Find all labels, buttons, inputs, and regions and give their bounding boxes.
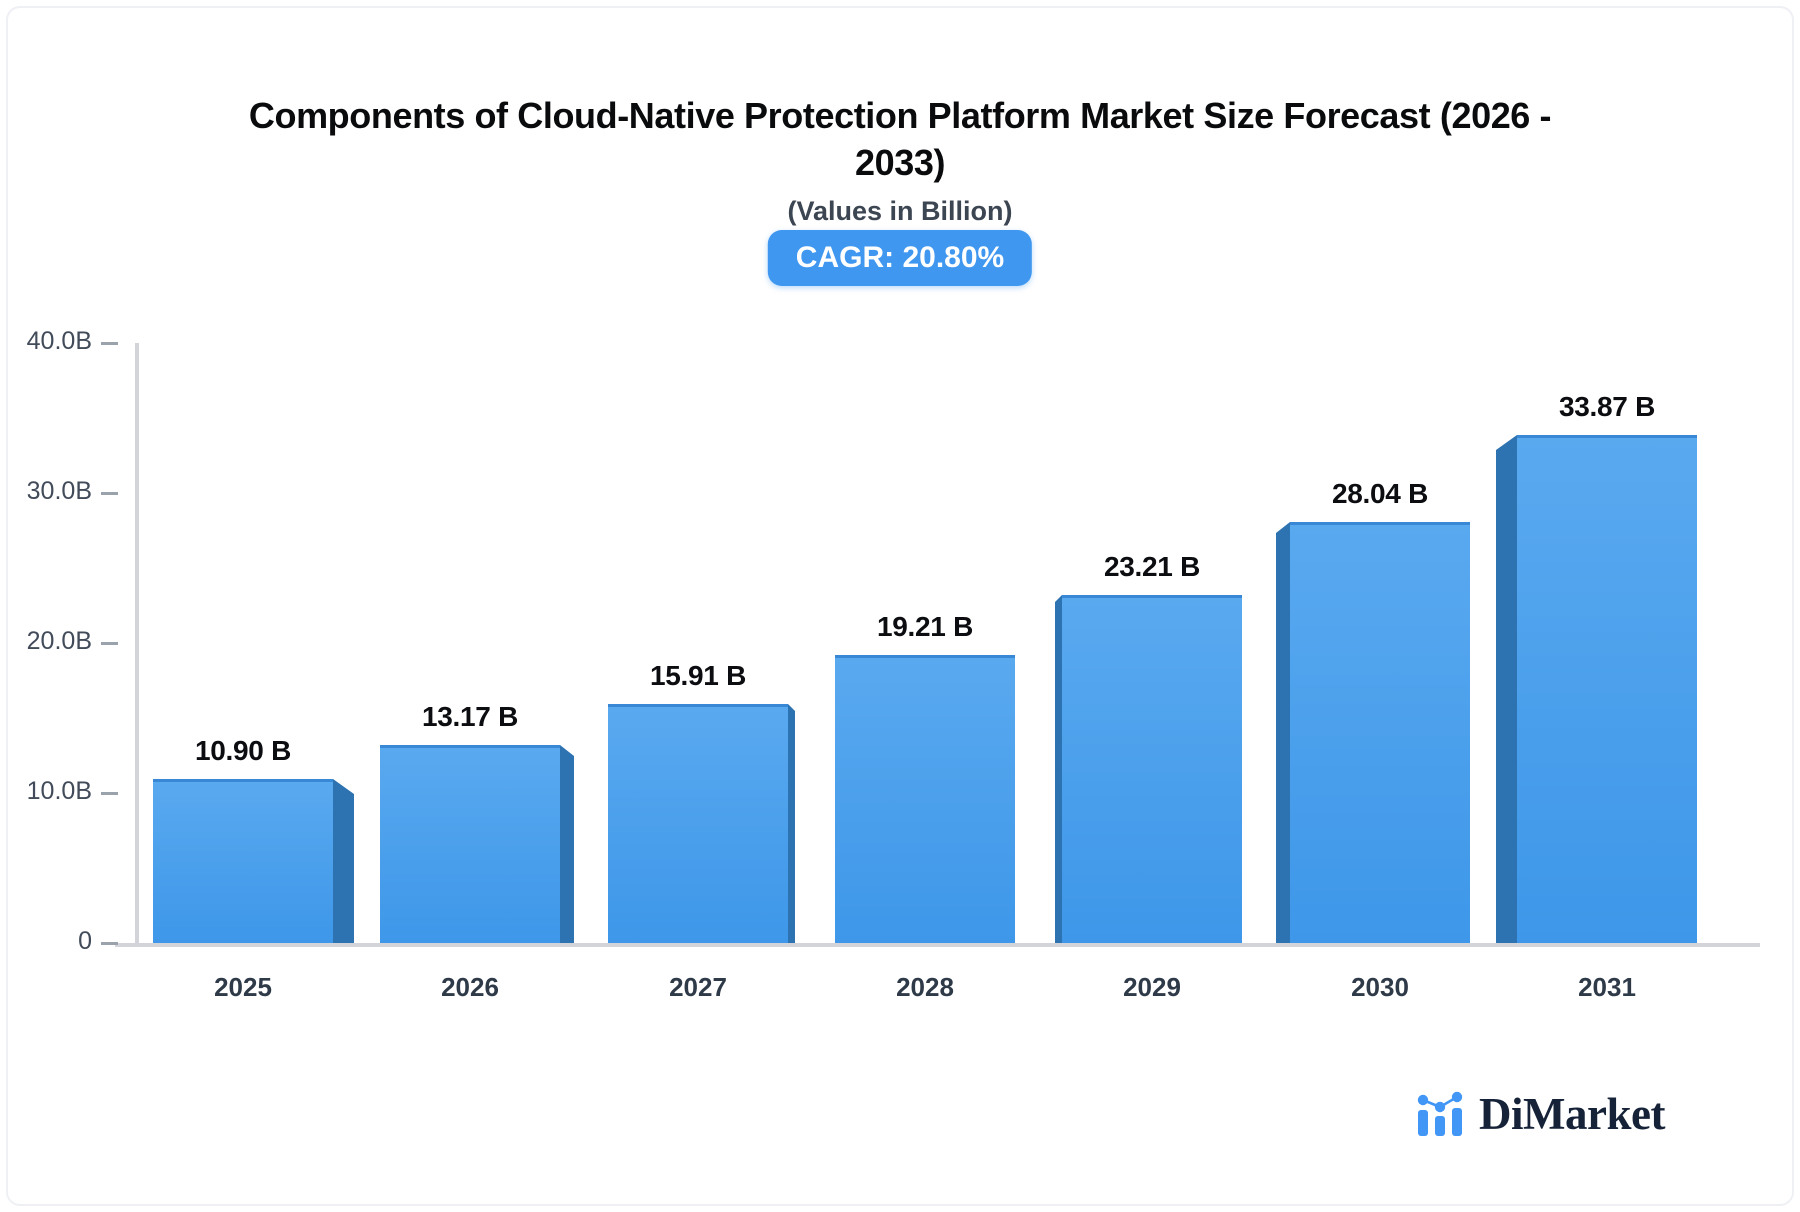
x-axis-label: 2026 bbox=[441, 972, 499, 1002]
bar[interactable] bbox=[1062, 595, 1242, 943]
x-axis-label: 2027 bbox=[669, 972, 727, 1002]
dimarket-logo: DiMarket bbox=[1416, 1088, 1665, 1140]
bar[interactable] bbox=[1290, 522, 1470, 943]
x-axis-line bbox=[115, 943, 1760, 947]
bar-value-label: 33.87 B bbox=[1559, 391, 1655, 422]
chart-title-line-1: Components of Cloud-Native Protection Pl… bbox=[248, 95, 1552, 136]
bar-side-3d bbox=[560, 745, 574, 943]
y-axis-tick-mark bbox=[101, 492, 118, 495]
x-axis-label: 2031 bbox=[1578, 972, 1636, 1002]
y-axis-tick-mark bbox=[101, 792, 118, 795]
bar-value-label: 28.04 B bbox=[1332, 478, 1428, 509]
bar-value-label: 13.17 B bbox=[422, 701, 518, 732]
chart-title: Components of Cloud-Native Protection Pl… bbox=[60, 92, 1740, 186]
y-axis-tick-label: 0 bbox=[78, 927, 92, 955]
bar[interactable] bbox=[380, 745, 560, 943]
bar-side-3d bbox=[1055, 595, 1062, 943]
bar-side-3d bbox=[333, 779, 354, 943]
y-axis-tick-label: 30.0B bbox=[26, 477, 92, 505]
y-axis-tick-label: 20.0B bbox=[26, 627, 92, 655]
chart-subtitle: (Values in Billion) bbox=[787, 196, 1013, 226]
chart-title-line-2: 2033) bbox=[854, 142, 946, 183]
bar[interactable] bbox=[835, 655, 1015, 943]
y-axis-tick-mark bbox=[101, 642, 118, 645]
bar-side-3d bbox=[1276, 522, 1290, 943]
bar[interactable] bbox=[1517, 435, 1697, 943]
y-axis-tick-label: 40.0B bbox=[26, 327, 92, 355]
bar-side-3d bbox=[788, 704, 795, 943]
y-axis-line bbox=[135, 343, 139, 947]
y-axis-tick-label: 10.0B bbox=[26, 777, 92, 805]
x-axis-label: 2030 bbox=[1351, 972, 1409, 1002]
bar-value-label: 23.21 B bbox=[1104, 551, 1200, 582]
bar-value-label: 19.21 B bbox=[877, 611, 973, 642]
y-axis-tick-mark bbox=[101, 942, 118, 945]
bar[interactable] bbox=[608, 704, 788, 943]
bar[interactable] bbox=[153, 779, 333, 943]
x-axis-label: 2028 bbox=[896, 972, 954, 1002]
x-axis-label: 2025 bbox=[214, 972, 272, 1002]
cagr-badge: CAGR: 20.80% bbox=[767, 230, 1033, 286]
bar-value-label: 15.91 B bbox=[650, 660, 746, 691]
x-axis-label: 2029 bbox=[1123, 972, 1181, 1002]
mini-bar-chart-with-dots-icon bbox=[1417, 1091, 1463, 1136]
bar-value-label: 10.90 B bbox=[195, 735, 291, 766]
bar-side-3d bbox=[1496, 435, 1517, 943]
dimarket-logo-text: DiMarket bbox=[1479, 1089, 1665, 1139]
y-axis-tick-mark bbox=[101, 342, 118, 345]
